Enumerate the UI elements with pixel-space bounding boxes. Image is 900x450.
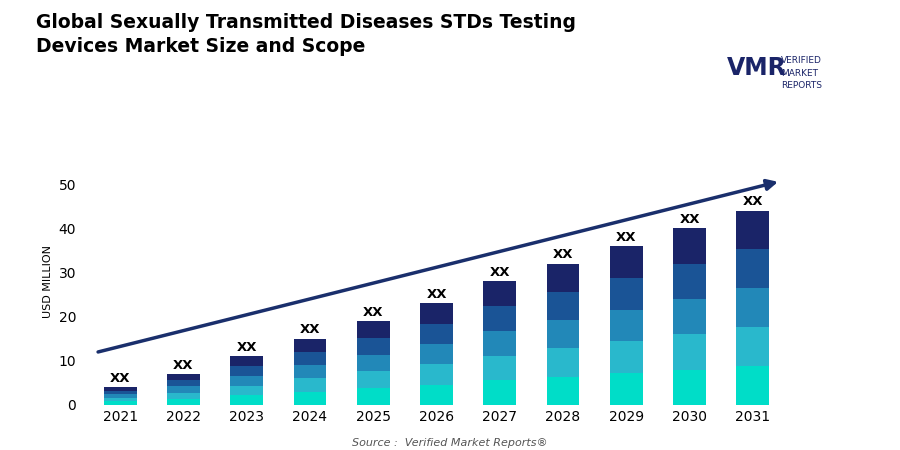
Bar bbox=[736, 288, 770, 327]
Bar bbox=[420, 303, 453, 324]
Bar bbox=[356, 371, 390, 388]
Text: XX: XX bbox=[742, 195, 763, 208]
Bar bbox=[483, 380, 517, 405]
Bar bbox=[546, 292, 580, 320]
Bar bbox=[673, 334, 706, 369]
Bar bbox=[356, 388, 390, 405]
Bar bbox=[420, 385, 453, 405]
Bar bbox=[167, 399, 200, 405]
Text: VERIFIED
MARKET
REPORTS: VERIFIED MARKET REPORTS bbox=[781, 56, 823, 90]
Text: XX: XX bbox=[490, 266, 510, 279]
Bar bbox=[420, 364, 453, 385]
Bar bbox=[673, 369, 706, 405]
Bar bbox=[483, 281, 517, 306]
Bar bbox=[736, 366, 770, 405]
Bar bbox=[104, 394, 137, 398]
Bar bbox=[673, 299, 706, 334]
Text: XX: XX bbox=[363, 306, 383, 319]
Bar bbox=[104, 387, 137, 391]
Bar bbox=[420, 324, 453, 344]
Bar bbox=[293, 339, 327, 352]
Bar bbox=[420, 344, 453, 364]
Bar bbox=[356, 355, 390, 371]
Bar bbox=[293, 365, 327, 378]
Bar bbox=[230, 366, 263, 376]
Bar bbox=[167, 374, 200, 380]
Bar bbox=[610, 342, 643, 373]
Bar bbox=[483, 331, 517, 356]
Bar bbox=[736, 249, 770, 288]
Text: VMR: VMR bbox=[727, 56, 787, 80]
Bar bbox=[483, 306, 517, 331]
Bar bbox=[167, 387, 200, 392]
Bar bbox=[356, 321, 390, 338]
Bar bbox=[610, 373, 643, 405]
Text: XX: XX bbox=[173, 359, 194, 372]
Text: XX: XX bbox=[300, 324, 320, 337]
Bar bbox=[230, 395, 263, 405]
Bar bbox=[167, 380, 200, 387]
Bar bbox=[230, 386, 263, 395]
Bar bbox=[104, 401, 137, 405]
Bar bbox=[293, 352, 327, 365]
Text: XX: XX bbox=[237, 341, 257, 354]
Y-axis label: USD MILLION: USD MILLION bbox=[43, 245, 53, 318]
Bar bbox=[167, 392, 200, 399]
Bar bbox=[104, 398, 137, 401]
Bar bbox=[736, 211, 770, 249]
Text: XX: XX bbox=[616, 231, 636, 244]
Text: XX: XX bbox=[110, 372, 130, 385]
Bar bbox=[610, 310, 643, 342]
Bar bbox=[673, 228, 706, 264]
Bar bbox=[293, 378, 327, 392]
Bar bbox=[230, 376, 263, 386]
Bar bbox=[293, 392, 327, 405]
Bar bbox=[673, 264, 706, 299]
Text: XX: XX bbox=[680, 213, 700, 226]
Text: Global Sexually Transmitted Diseases STDs Testing
Devices Market Size and Scope: Global Sexually Transmitted Diseases STD… bbox=[36, 14, 576, 56]
Text: XX: XX bbox=[427, 288, 446, 301]
Bar bbox=[104, 391, 137, 394]
Bar bbox=[356, 338, 390, 355]
Bar bbox=[546, 264, 580, 292]
Bar bbox=[546, 377, 580, 405]
Bar bbox=[610, 278, 643, 310]
Bar bbox=[546, 348, 580, 377]
Bar bbox=[610, 246, 643, 278]
Bar bbox=[483, 356, 517, 380]
Text: Source :  Verified Market Reports®: Source : Verified Market Reports® bbox=[352, 438, 548, 448]
Bar bbox=[546, 320, 580, 348]
Text: XX: XX bbox=[553, 248, 573, 261]
Bar bbox=[230, 356, 263, 366]
Bar bbox=[736, 327, 770, 366]
